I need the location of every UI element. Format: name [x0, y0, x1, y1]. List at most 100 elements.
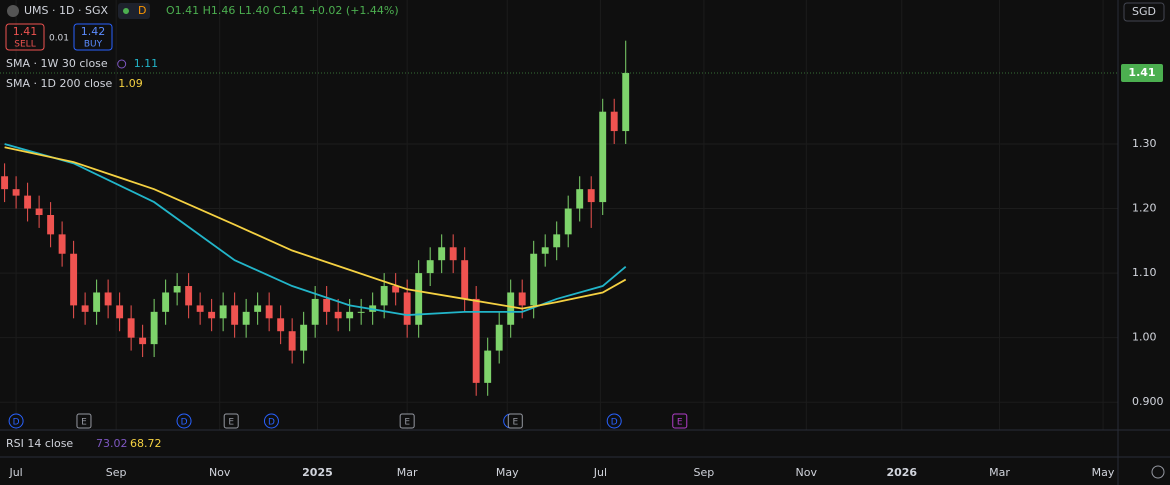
candle-body — [208, 311, 216, 319]
candle-body — [541, 247, 549, 254]
candle-body — [311, 298, 319, 325]
candle-body — [518, 292, 526, 306]
candle-body — [1, 176, 9, 190]
sell-button[interactable] — [5, 23, 45, 51]
candle-body — [35, 208, 43, 215]
candle-body — [484, 350, 492, 383]
candle-body — [288, 331, 296, 351]
last-price-box — [1121, 63, 1163, 82]
candle-body — [150, 311, 158, 345]
candle-body — [530, 253, 538, 306]
candle-body — [495, 324, 503, 351]
candle-body — [185, 286, 193, 306]
candle-body — [323, 298, 331, 312]
candle-body — [277, 318, 285, 332]
symbol[interactable]: UMS · 1D · SGX — [24, 4, 108, 17]
y-tick-label: 1.10 — [1132, 266, 1157, 279]
x-tick-label: Sep — [694, 466, 715, 479]
event-label: E — [677, 418, 683, 428]
x-tick-label: Nov — [796, 466, 818, 479]
candle-body — [116, 305, 124, 319]
candle-body — [12, 189, 20, 196]
candle-body — [357, 311, 365, 313]
rsi-value: 68.72 — [130, 437, 162, 450]
candle-body — [24, 195, 32, 209]
candle-body — [265, 305, 273, 319]
currency-box[interactable] — [1123, 2, 1165, 22]
buy-label: BUY — [84, 40, 103, 50]
candle-body — [231, 305, 239, 325]
badge: D — [138, 4, 146, 17]
candle-body — [587, 189, 595, 203]
sma-line — [4, 143, 627, 316]
symbol-logo — [7, 5, 19, 17]
candle-body — [461, 260, 469, 299]
event-label: E — [404, 418, 410, 428]
x-tick-label: May — [1092, 466, 1115, 479]
buy-price: 1.42 — [81, 25, 106, 38]
candle-body — [127, 318, 135, 338]
candle-body — [219, 305, 227, 319]
candle-body — [93, 292, 101, 312]
status-dot — [123, 8, 129, 14]
y-tick-label: 1.20 — [1132, 202, 1157, 215]
event-marker — [399, 413, 415, 429]
y-tick-label: 0.900 — [1132, 395, 1164, 408]
event-label: D — [181, 418, 188, 428]
candle-body — [426, 260, 434, 274]
currency: SGD — [1132, 5, 1156, 18]
event-marker — [223, 413, 239, 429]
legend-value: 1.09 — [118, 77, 143, 90]
candle-body — [415, 273, 423, 325]
settings-icon[interactable] — [1151, 465, 1165, 479]
sell-label: SELL — [14, 40, 35, 50]
x-tick-label: Mar — [397, 466, 418, 479]
y-tick-label: 1.00 — [1132, 331, 1157, 344]
event-marker — [263, 413, 279, 429]
candle-body — [449, 247, 457, 261]
candle-body — [380, 286, 388, 306]
event-marker — [8, 413, 24, 429]
x-tick-label: Jul — [593, 466, 607, 479]
visibility-icon — [117, 59, 127, 69]
candle-body — [507, 292, 515, 325]
candle-body — [392, 286, 400, 293]
buy-button[interactable] — [73, 23, 113, 51]
event-label: D — [13, 418, 20, 428]
candle-body — [242, 311, 250, 325]
x-tick-label: Mar — [989, 466, 1010, 479]
event-label: D — [268, 418, 275, 428]
ohlc: O1.41 H1.46 L1.40 C1.41 +0.02 (+1.44%) — [166, 4, 399, 17]
event-marker — [672, 413, 688, 429]
candle-body — [162, 292, 170, 312]
candle-body — [104, 292, 112, 306]
x-tick-label: Nov — [209, 466, 231, 479]
candle-body — [254, 305, 262, 312]
candle-body — [70, 253, 78, 306]
sma-line — [4, 146, 627, 310]
x-tick-label: Sep — [106, 466, 127, 479]
candle-body — [472, 298, 480, 383]
candle-body — [173, 286, 181, 293]
candle-body — [300, 324, 308, 351]
candle-body — [403, 292, 411, 325]
candle-body — [576, 189, 584, 209]
event-marker — [176, 413, 192, 429]
event-label: E — [228, 418, 234, 428]
y-tick-label: 1.30 — [1132, 137, 1157, 150]
candle-body — [438, 247, 446, 261]
candle-body — [622, 72, 630, 132]
candle-body — [47, 215, 55, 235]
candle-body — [334, 311, 342, 319]
candle-body — [139, 337, 147, 345]
candle-body — [81, 305, 89, 312]
x-tick-label: 2025 — [302, 466, 333, 479]
candle-body — [196, 305, 204, 312]
rsi-label: RSI 14 close — [6, 437, 73, 450]
badge-box — [118, 3, 150, 19]
x-tick-label: May — [496, 466, 519, 479]
candle-body — [599, 111, 607, 203]
event-label: E — [512, 418, 518, 428]
